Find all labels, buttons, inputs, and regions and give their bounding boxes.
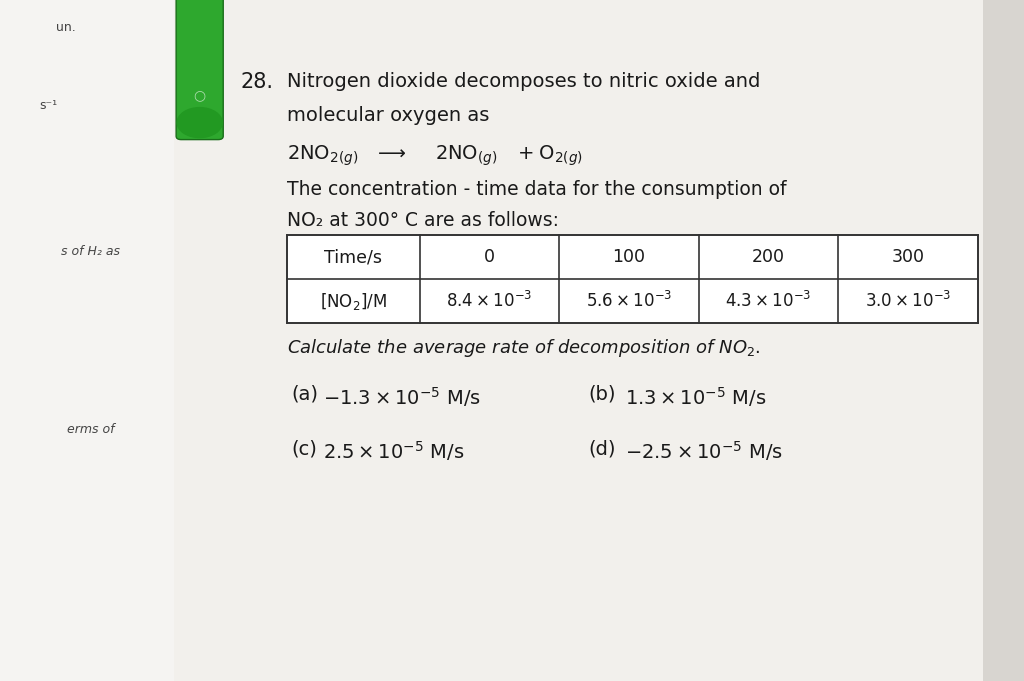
Text: Time/s: Time/s [325,248,382,266]
Text: (d): (d) [589,439,616,458]
Text: NO₂ at 300° C are as follows:: NO₂ at 300° C are as follows: [287,211,559,230]
Text: 0: 0 [484,248,495,266]
Text: $8.4 \times 10^{-3}$: $8.4 \times 10^{-3}$ [446,291,532,311]
FancyBboxPatch shape [983,0,1024,681]
Circle shape [177,108,222,138]
Text: 100: 100 [612,248,645,266]
Text: (a): (a) [292,385,318,404]
Text: 28.: 28. [241,72,273,91]
Text: $3.0 \times 10^{-3}$: $3.0 \times 10^{-3}$ [865,291,951,311]
Text: $[\mathrm{NO}_2]/\mathrm{M}$: $[\mathrm{NO}_2]/\mathrm{M}$ [319,291,387,312]
Text: $-1.3 \times 10^{-5}\ \mathrm{M/s}$: $-1.3 \times 10^{-5}\ \mathrm{M/s}$ [323,385,480,409]
Text: s of H₂ as: s of H₂ as [61,245,121,259]
Text: $2\mathrm{NO}_{(g)}$: $2\mathrm{NO}_{(g)}$ [435,143,498,168]
FancyBboxPatch shape [287,235,978,323]
FancyBboxPatch shape [174,0,1024,681]
Text: $4.3 \times 10^{-3}$: $4.3 \times 10^{-3}$ [725,291,812,311]
Text: $\longrightarrow$: $\longrightarrow$ [374,143,407,162]
Text: 200: 200 [753,248,785,266]
Text: The concentration - time data for the consumption of: The concentration - time data for the co… [287,180,786,200]
Text: un.: un. [56,20,76,34]
Text: $5.6 \times 10^{-3}$: $5.6 \times 10^{-3}$ [586,291,673,311]
Text: $1.3 \times 10^{-5}\ \mathrm{M/s}$: $1.3 \times 10^{-5}\ \mathrm{M/s}$ [625,385,766,409]
Text: $-2.5 \times 10^{-5}\ \mathrm{M/s}$: $-2.5 \times 10^{-5}\ \mathrm{M/s}$ [625,439,782,463]
Text: $+ \; \mathrm{O}_{2(g)}$: $+ \; \mathrm{O}_{2(g)}$ [517,143,583,168]
Text: $2.5 \times 10^{-5}\ \mathrm{M/s}$: $2.5 \times 10^{-5}\ \mathrm{M/s}$ [323,439,464,463]
Text: $2\mathrm{NO}_{2(g)}$: $2\mathrm{NO}_{2(g)}$ [287,143,358,168]
Text: ○: ○ [194,89,206,102]
Text: Nitrogen dioxide decomposes to nitric oxide and: Nitrogen dioxide decomposes to nitric ox… [287,72,760,91]
Polygon shape [0,0,225,681]
Text: molecular oxygen as: molecular oxygen as [287,106,489,125]
Text: (c): (c) [292,439,317,458]
Text: 300: 300 [892,248,925,266]
Text: $\mathit{Calculate\ the\ average\ rate\ of\ decomposition\ of\ NO_2.}$: $\mathit{Calculate\ the\ average\ rate\ … [287,337,761,359]
Text: s⁻¹: s⁻¹ [39,99,57,112]
Text: erms of: erms of [67,422,114,436]
Text: (b): (b) [589,385,616,404]
FancyBboxPatch shape [176,0,223,140]
